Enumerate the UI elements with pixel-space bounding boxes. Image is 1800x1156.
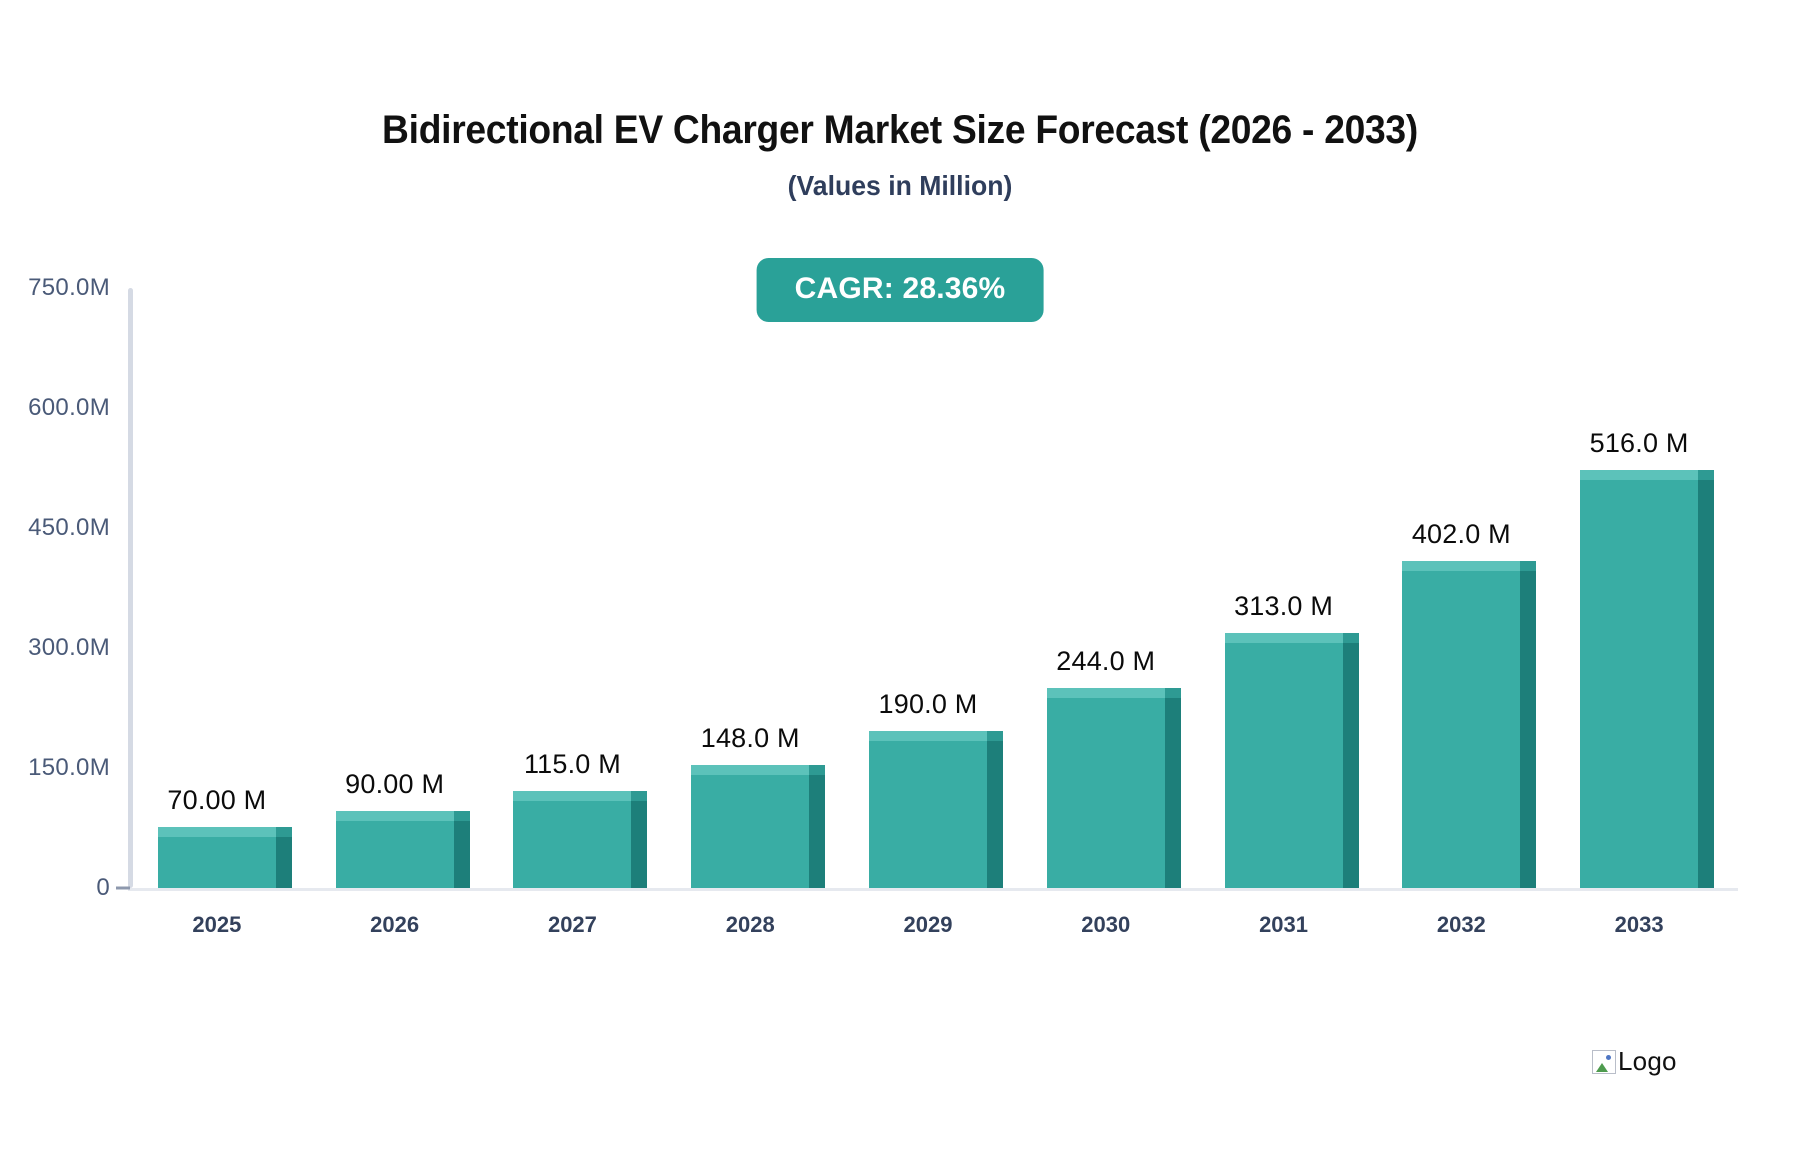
bar-2033[interactable]: 516.0 M 2033 [1580,288,1715,937]
bar-face [513,796,632,888]
bar-top-side-face [275,827,292,837]
y-tick-label: 0 [96,874,130,902]
bar-top-side-face [1520,561,1537,572]
x-tick-label: 2025 [192,912,242,937]
bar-side-face [631,796,648,888]
bar-side-face [453,816,470,888]
logo-label: Logo [1618,1046,1677,1076]
y-tick-label: 300.0M [28,634,110,661]
bar-top-face [691,764,810,775]
bar-face [157,832,276,888]
x-tick-label: 2029 [903,912,953,937]
bar-side-face [1698,475,1715,888]
page-title: Bidirectional EV Charger Market Size For… [382,108,1418,152]
bar-face [1580,475,1699,888]
bar-2031[interactable]: 313.0 M 2031 [1224,288,1359,937]
bar-top-face [335,811,454,821]
bar-top-face [869,731,987,741]
bar-face [335,816,454,888]
bar-value-label: 115.0 M [523,749,621,779]
bar-top-face [1580,470,1699,481]
bar-value-label: 402.0 M [1411,519,1511,550]
x-tick-label: 2033 [1614,912,1664,937]
x-tick-label: 2026 [370,912,420,937]
bar-side-face [809,769,826,888]
bar-face [1046,692,1165,888]
bar-value-label: 244.0 M [1056,645,1156,676]
bar-side-face [1164,692,1181,888]
bar-value-label: 70.00 M [167,785,267,815]
y-tick-label: 450.0M [28,514,110,541]
y-tick-label: 750.0M [28,274,110,301]
bar-2028[interactable]: 148.0 M 2028 [691,288,826,937]
bar-side-face [1342,637,1359,888]
bar-value-label: 90.00 M [345,769,445,799]
bar-face [869,736,987,888]
bar-top-side-face [1342,632,1359,643]
bar-side-face [987,736,1003,888]
bar-2026[interactable]: 90.00 M 2026 [335,288,470,937]
bar-value-label: 516.0 M [1589,428,1689,459]
cagr-badge: CAGR: 28.36% [756,258,1044,322]
bar-series: 70.00 M 2025 90.00 M 2026 115.0 M 2027 148.0 M… [128,288,1728,937]
x-tick-label: 2028 [725,912,775,937]
bar-top-side-face [1698,470,1715,481]
bar-value-label: 190.0 M [878,689,978,719]
x-tick-label: 2031 [1259,912,1309,937]
bar-value-label: 148.0 M [700,722,800,753]
bar-top-face [513,791,632,801]
bar-2029[interactable]: 190.0 M 2029 [869,288,1003,937]
y-axis-line [128,288,133,888]
bar-side-face [1520,566,1537,888]
bar-2032[interactable]: 402.0 M 2032 [1402,288,1537,937]
y-tick-label: 150.0M [28,754,110,781]
bar-top-face [1046,687,1165,698]
bar-top-side-face [453,811,470,821]
bar-face [1224,637,1343,888]
bar-top-face [1402,561,1521,572]
y-tick-mark [116,886,130,890]
bar-face [691,769,810,888]
bar-value-label: 313.0 M [1234,590,1334,621]
x-axis-line [128,888,1738,891]
bar-top-face [157,827,276,837]
plot-area: 0 150.0M 300.0M 450.0M 600.0M 750.0M 70.00 M 2… [28,274,1738,937]
bar-2025[interactable]: 70.00 M 2025 [157,288,292,937]
x-tick-label: 2030 [1081,912,1131,937]
x-tick-label: 2032 [1436,912,1486,937]
bar-top-face [1224,632,1343,643]
x-tick-label: 2027 [547,912,597,937]
chart-subtitle: (Values in Million) [787,170,1013,201]
broken-image-icon [1592,1049,1616,1074]
logo: Logo [1592,1046,1677,1077]
bar-top-side-face [987,731,1003,741]
bar-top-side-face [809,764,826,775]
bar-side-face [275,832,292,888]
bar-2027[interactable]: 115.0 M 2027 [513,288,648,937]
y-tick-label: 600.0M [28,394,110,421]
bar-top-side-face [631,791,648,801]
bar-face [1402,566,1521,888]
bar-2030[interactable]: 244.0 M 2030 [1046,288,1181,937]
bar-top-side-face [1164,687,1181,698]
